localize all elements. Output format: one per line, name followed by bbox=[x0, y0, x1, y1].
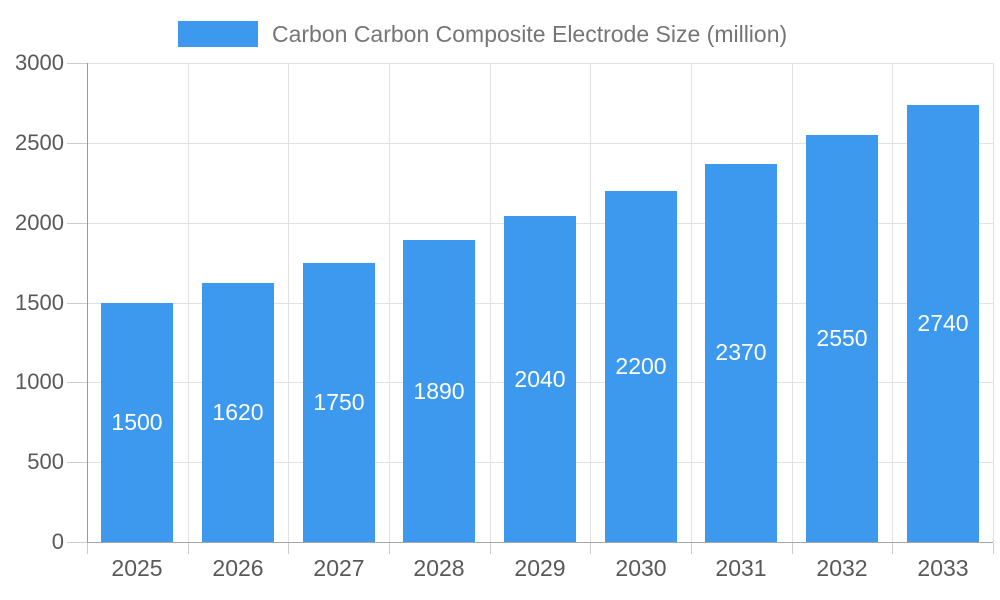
x-axis-tick-label: 2033 bbox=[917, 555, 969, 581]
gridline-vertical bbox=[691, 63, 692, 542]
x-axis-tick-label: 2027 bbox=[313, 555, 365, 581]
x-axis-tick-label: 2030 bbox=[615, 555, 667, 581]
x-axis-tick bbox=[792, 543, 793, 554]
bar-2028: 1890 bbox=[403, 240, 475, 542]
bar-value-label: 2370 bbox=[715, 339, 767, 366]
legend-label: Carbon Carbon Composite Electrode Size (… bbox=[272, 21, 788, 47]
x-axis-tick bbox=[590, 543, 591, 554]
x-axis-tick-label: 2026 bbox=[212, 555, 264, 581]
x-axis-line bbox=[87, 542, 993, 543]
bar-2032: 2550 bbox=[806, 134, 878, 542]
gridline-horizontal bbox=[87, 63, 993, 64]
bar-value-label: 1750 bbox=[313, 388, 365, 415]
bar-2026: 1620 bbox=[202, 283, 274, 542]
x-axis-tick-label: 2029 bbox=[514, 555, 566, 581]
gridline-vertical bbox=[389, 63, 390, 542]
x-axis-tick bbox=[389, 543, 390, 554]
x-axis-tick bbox=[993, 543, 994, 554]
y-axis-tick bbox=[67, 462, 87, 463]
y-axis-tick bbox=[67, 303, 87, 304]
y-axis-tick bbox=[67, 223, 87, 224]
plot-area: 1500 1620 1750 1890 2040 2200 2370 2550 2740 bbox=[87, 63, 994, 542]
y-axis-tick-label: 1500 bbox=[15, 290, 64, 315]
bar-value-label: 1620 bbox=[212, 399, 264, 426]
x-axis-tick bbox=[188, 543, 189, 554]
y-axis-tick-label: 2000 bbox=[15, 210, 64, 235]
y-axis-line bbox=[87, 63, 88, 542]
gridline-horizontal bbox=[87, 142, 993, 144]
bar-2027: 1750 bbox=[303, 262, 375, 542]
gridline-vertical bbox=[590, 63, 591, 542]
x-axis-tick-label: 2025 bbox=[111, 555, 163, 581]
bar-value-label: 2550 bbox=[816, 324, 868, 351]
x-axis-tick bbox=[691, 543, 692, 554]
bar-value-label: 2200 bbox=[615, 352, 667, 379]
bar-2025: 1500 bbox=[101, 302, 173, 542]
y-axis-tick-label: 3000 bbox=[15, 50, 64, 75]
gridline-vertical bbox=[188, 63, 189, 542]
bar-value-label: 2040 bbox=[514, 365, 566, 392]
bar-value-label: 1890 bbox=[413, 377, 465, 404]
gridline-vertical bbox=[490, 63, 491, 542]
y-axis-tick bbox=[67, 542, 87, 543]
y-axis-tick-label: 0 bbox=[51, 529, 64, 554]
x-axis-tick-label: 2032 bbox=[816, 555, 868, 581]
y-axis-tick-label: 1000 bbox=[15, 369, 64, 394]
legend-swatch bbox=[178, 21, 258, 47]
x-axis-tick-label: 2028 bbox=[413, 555, 465, 581]
bar-2030: 2200 bbox=[605, 190, 677, 542]
bar-value-label: 2740 bbox=[917, 309, 969, 336]
x-axis-tick bbox=[87, 543, 88, 554]
gridline-vertical bbox=[792, 63, 793, 542]
y-axis-tick-label: 500 bbox=[27, 449, 64, 474]
bar-2033: 2740 bbox=[907, 104, 979, 542]
y-axis-tick bbox=[67, 143, 87, 144]
x-axis-tick bbox=[288, 543, 289, 554]
y-axis-tick bbox=[67, 382, 87, 383]
x-axis-tick-label: 2031 bbox=[715, 555, 767, 581]
gridline-vertical bbox=[993, 63, 994, 542]
gridline-vertical bbox=[892, 63, 893, 542]
x-axis-tick bbox=[892, 543, 893, 554]
bar-2031: 2370 bbox=[705, 163, 777, 542]
bar-2029: 2040 bbox=[504, 216, 576, 542]
gridline-vertical bbox=[288, 63, 289, 542]
x-axis-tick bbox=[490, 543, 491, 554]
legend-item[interactable]: Carbon Carbon Composite Electrode Size (… bbox=[178, 21, 787, 47]
y-axis-tick bbox=[67, 63, 87, 64]
y-axis-tick-label: 2500 bbox=[15, 130, 64, 155]
bar-value-label: 1500 bbox=[111, 408, 163, 435]
